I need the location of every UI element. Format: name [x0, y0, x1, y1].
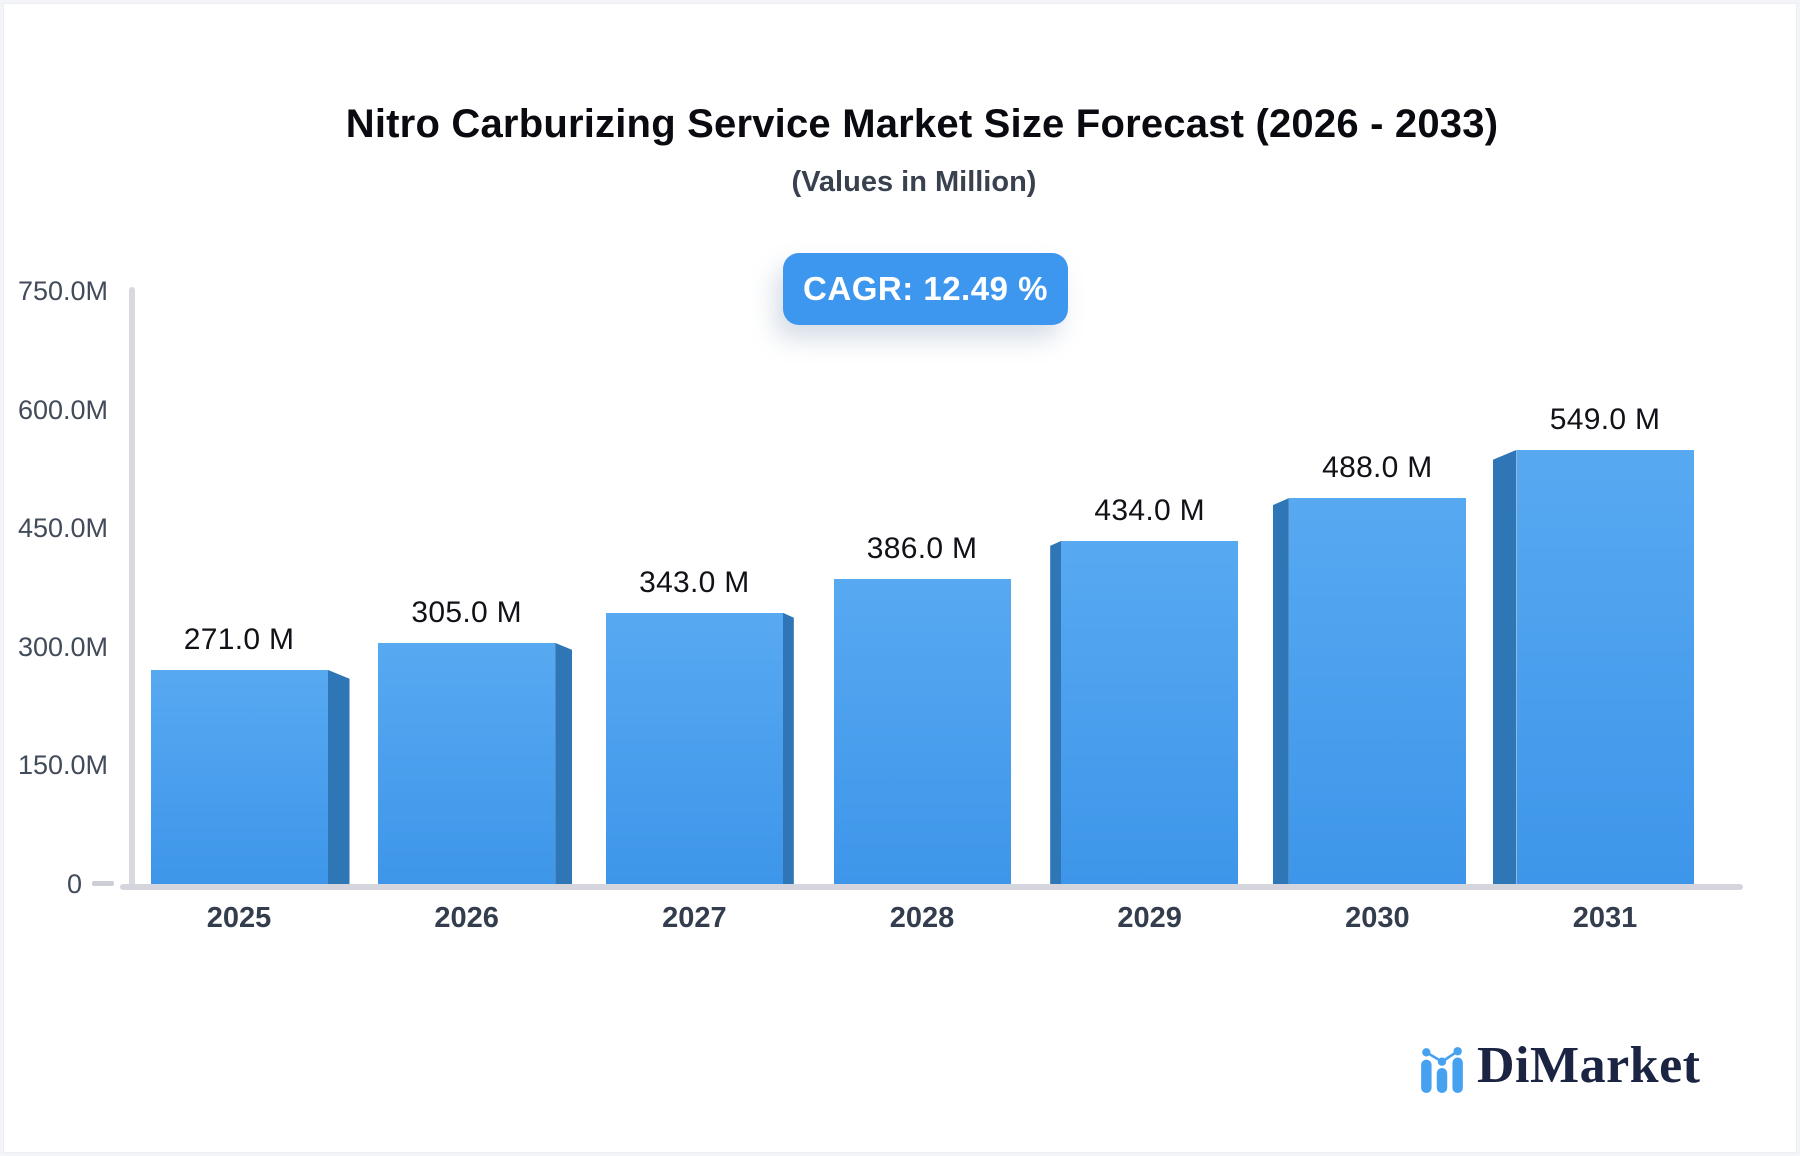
- x-tick-label: 2028: [889, 902, 955, 934]
- cagr-badge: CAGR: 12.49 %: [783, 253, 1068, 325]
- bar-2030: [1288, 498, 1466, 884]
- bar-2027: [605, 612, 783, 884]
- y-tick-label: 450.0M: [17, 513, 108, 544]
- bar-value-label: 343.0 M: [639, 565, 750, 599]
- chart-title: Nitro Carburizing Service Market Size Fo…: [345, 102, 1499, 146]
- x-tick-label: 2026: [434, 902, 499, 934]
- x-tick-label: 2025: [206, 902, 272, 934]
- mini-bar-line-chart-icon: [1421, 1047, 1463, 1093]
- bar-value-label: 271.0 M: [183, 622, 295, 656]
- cagr-badge-label: CAGR: 12.49 %: [803, 270, 1048, 307]
- y-tick-label: 0: [66, 869, 82, 899]
- bar-side: [555, 642, 573, 884]
- bar-value-label: 549.0 M: [1549, 402, 1661, 436]
- bar-2025: [150, 669, 328, 884]
- chart-subtitle: (Values in Million): [791, 166, 1037, 198]
- bar-side: [327, 669, 350, 884]
- logo-text: DiMarket: [1477, 1037, 1701, 1094]
- bar-value-label: 386.0 M: [866, 531, 978, 565]
- zero-tick-dash: [92, 881, 114, 886]
- bar-value-label: 305.0 M: [411, 595, 522, 629]
- y-tick-label: 300.0M: [17, 631, 108, 662]
- x-axis-line: [120, 884, 1743, 890]
- bar-2029: [1061, 540, 1239, 884]
- bar-side: [1492, 449, 1517, 884]
- x-tick-label: 2030: [1345, 902, 1410, 934]
- bar-side: [1272, 498, 1289, 884]
- bar-value-label: 488.0 M: [1322, 451, 1433, 485]
- logo: DiMarket: [1419, 1038, 1700, 1098]
- y-axis-line: [129, 287, 135, 890]
- bar-side: [1050, 540, 1062, 884]
- y-tick-label: 750.0M: [17, 276, 108, 306]
- bar-2028: [833, 578, 1011, 884]
- bar-side: [782, 612, 794, 884]
- y-tick-label: 600.0M: [17, 394, 108, 425]
- bar-value-label: 434.0 M: [1094, 493, 1205, 527]
- bar-2031: [1516, 449, 1694, 884]
- x-tick-label: 2027: [662, 902, 727, 934]
- x-tick-label: 2031: [1572, 902, 1638, 934]
- x-tick-label: 2029: [1117, 902, 1182, 934]
- bar-2026: [378, 642, 556, 884]
- y-tick-label: 150.0M: [17, 750, 108, 781]
